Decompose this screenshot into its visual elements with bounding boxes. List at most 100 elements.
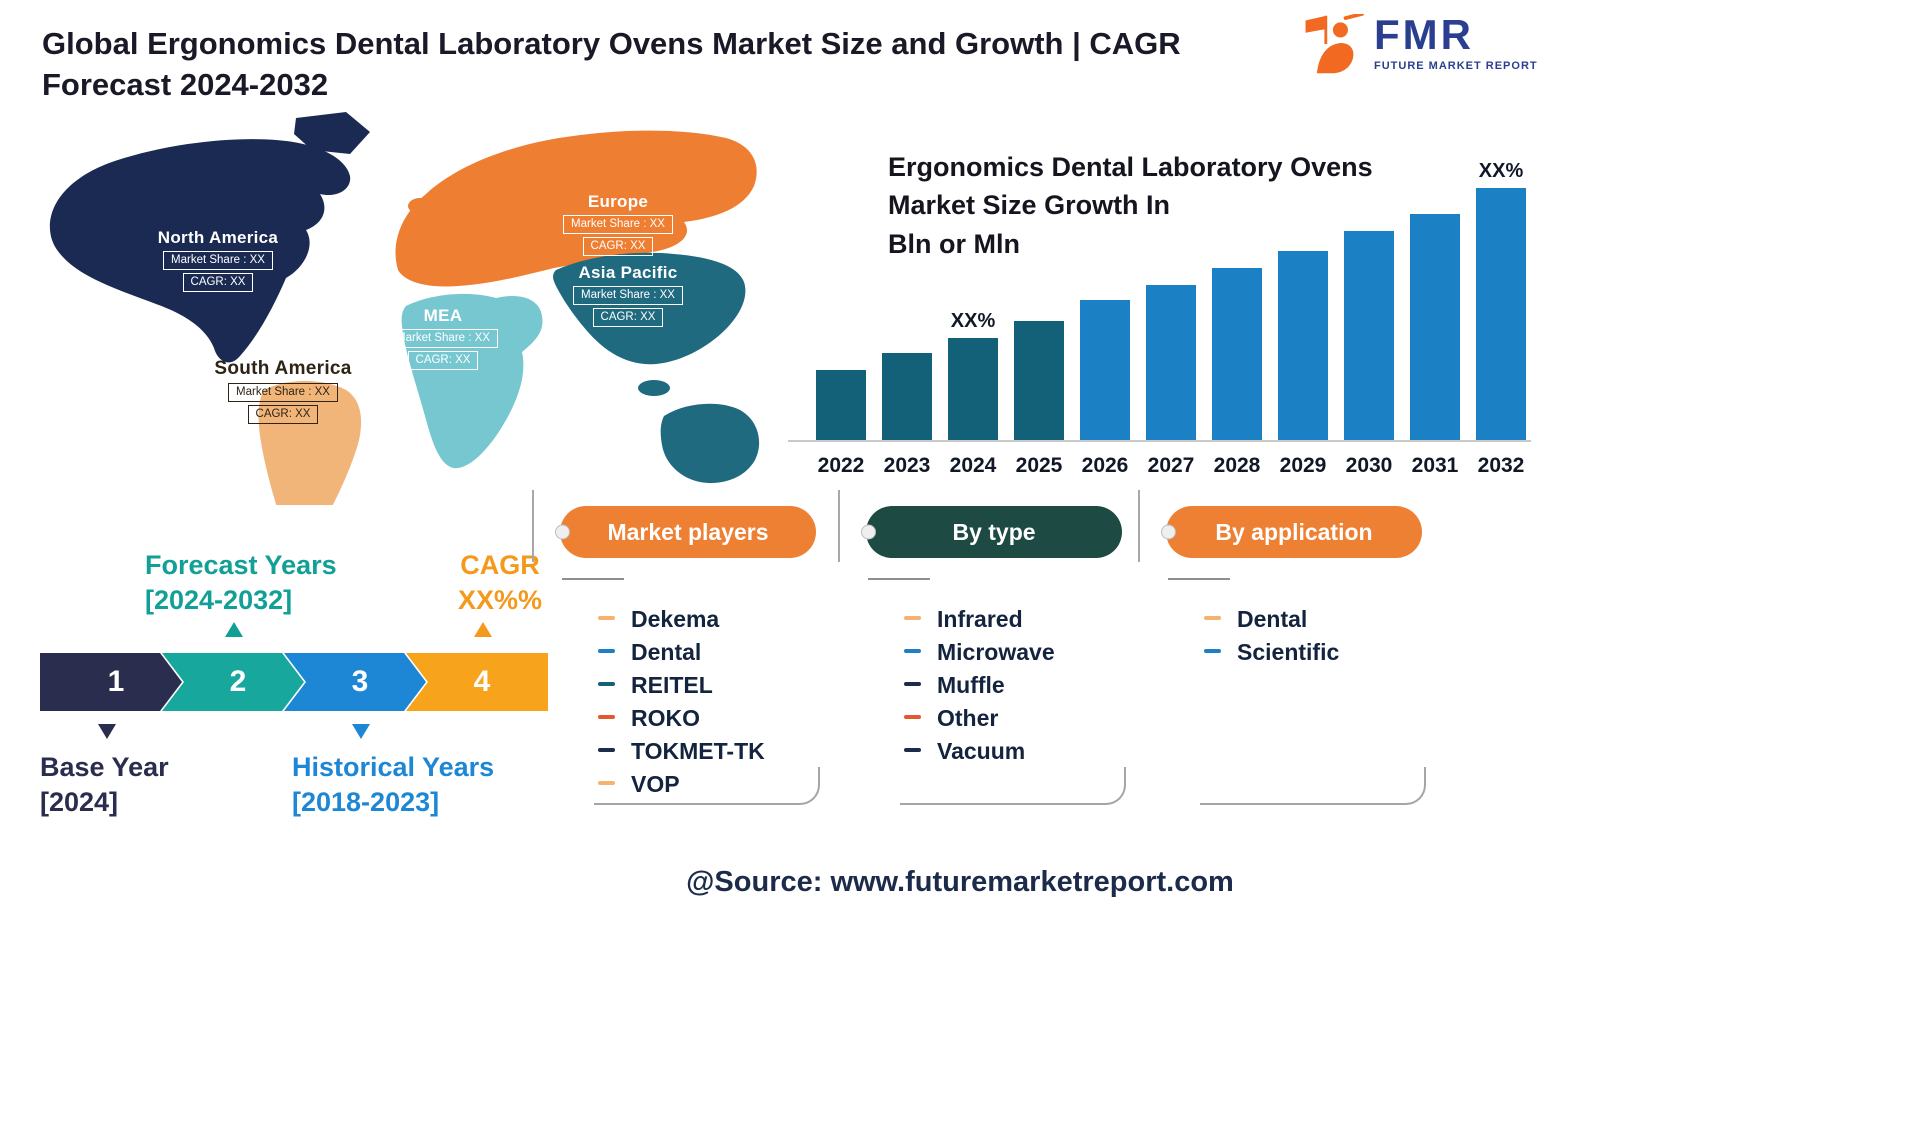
list-item-tick-icon <box>904 681 921 686</box>
market-size-bar-chart: Ergonomics Dental Laboratory Ovens Marke… <box>788 148 1533 488</box>
region-name: Asia Pacific <box>578 263 678 282</box>
by-application-list: Dental Scientific <box>1204 606 1339 666</box>
bar-2022 <box>816 342 866 440</box>
years-timeline: Forecast Years [2024-2032] CAGR XX%% 1 2… <box>40 548 600 848</box>
list-item-tick-icon <box>1204 648 1221 653</box>
list-item: Vacuum <box>904 738 1055 765</box>
region-cagr: CAGR: XX <box>582 237 654 256</box>
region-market-share: Market Share : XX <box>388 329 498 348</box>
bar-rect-2027 <box>1146 285 1196 440</box>
panel-by-type: By type Infrared Microwave Muffle Other Vacu… <box>838 490 1126 856</box>
list-item-tick-icon <box>598 615 615 620</box>
panel-stem-line <box>1168 578 1230 580</box>
timeline-segment-1: 1 <box>40 653 182 711</box>
panel-connector-line <box>838 490 840 562</box>
forecast-marker-icon <box>225 622 243 637</box>
page-title: Global Ergonomics Dental Laboratory Oven… <box>42 26 1181 102</box>
bar-2026 <box>1080 272 1130 440</box>
historical-years-callout: Historical Years [2018-2023] <box>292 752 495 817</box>
bar-label-2026: 2026 <box>1081 454 1129 477</box>
list-item: ROKO <box>598 705 765 732</box>
panel-bracket-line <box>900 767 1126 805</box>
bar-label-2022: 2022 <box>817 454 865 477</box>
region-name: South America <box>214 358 352 379</box>
historical-years-marker-icon <box>352 724 370 739</box>
bar-2027 <box>1146 257 1196 440</box>
list-item: REITEL <box>598 672 765 699</box>
market-players-list: Dekema Dental REITEL ROKO TOKMET-TK VOP <box>598 606 765 798</box>
source-attribution: @Source: www.futuremarketreport.com <box>686 866 1234 898</box>
bar-2030 <box>1344 203 1394 440</box>
bar-label-2024: 2024 <box>949 454 997 477</box>
world-map: North America Market Share : XX CAGR: XX… <box>28 110 828 505</box>
list-item-label: Dental <box>1237 606 1308 632</box>
map-label-europe: Europe Market Share : XX CAGR: XX <box>528 192 708 256</box>
bar-2025 <box>1014 293 1064 440</box>
bar-label-2025: 2025 <box>1015 454 1063 477</box>
panel-stem-line <box>562 578 624 580</box>
list-item-label: Dekema <box>631 606 720 632</box>
bar-label-2032: 2032 <box>1477 454 1525 477</box>
bar-rect-2025 <box>1014 321 1064 440</box>
timeline-segment-4: 4 <box>406 653 548 711</box>
map-region-greenland <box>294 112 370 154</box>
region-name: North America <box>157 228 279 247</box>
map-region-mea <box>401 293 543 469</box>
list-item-label: TOKMET-TK <box>631 738 765 764</box>
bar-label-2030: 2030 <box>1345 454 1393 477</box>
map-label-asia-pacific: Asia Pacific Market Share : XX CAGR: XX <box>533 263 723 327</box>
bar-label-2031: 2031 <box>1411 454 1459 477</box>
list-item: Muffle <box>904 672 1055 699</box>
region-name: MEA <box>423 306 463 325</box>
chart-title: Ergonomics Dental Laboratory Ovens Marke… <box>888 152 1373 259</box>
bar-rect-2030 <box>1344 231 1394 440</box>
panel-connector-line <box>532 490 534 562</box>
panel-stem-line <box>868 578 930 580</box>
map-region-north-america <box>49 139 351 363</box>
list-item-label: REITEL <box>631 672 713 698</box>
bar-label-2023: 2023 <box>883 454 931 477</box>
fmr-logo-figure-icon <box>1305 14 1364 74</box>
bar-2028 <box>1212 240 1262 440</box>
region-cagr: CAGR: XX <box>407 351 479 370</box>
panel-bracket-line <box>1200 767 1426 805</box>
map-label-north-america: North America Market Share : XX CAGR: XX <box>118 228 318 292</box>
panel-market-players: Market players Dekema Dental REITEL ROKO TOK… <box>532 490 820 856</box>
bar-2031 <box>1410 186 1460 440</box>
bar-label-2027: 2027 <box>1147 454 1195 477</box>
region-cagr: CAGR: XX <box>182 273 254 292</box>
region-market-share: Market Share : XX <box>228 383 338 402</box>
region-cagr: CAGR: XX <box>592 308 664 327</box>
list-item-label: Vacuum <box>937 738 1026 764</box>
timeline-segment-2: 2 <box>162 653 304 711</box>
map-region-europe <box>395 130 757 287</box>
map-region-sea-islands <box>638 380 670 396</box>
region-cagr: CAGR: XX <box>247 405 319 424</box>
region-name: Europe <box>587 192 649 211</box>
bar-rect-2028 <box>1212 268 1262 440</box>
timeline-segments: 1 2 3 4 <box>40 653 548 711</box>
panel-bracket-line <box>594 767 820 805</box>
map-label-mea: MEA Market Share : XX CAGR: XX <box>368 306 518 370</box>
list-item: TOKMET-TK <box>598 738 765 765</box>
region-market-share: Market Share : XX <box>163 251 273 270</box>
chart-x-axis-labels: 2022 2023 2024 2025 2026 2027 2028 2029 2030 2031… <box>788 454 1526 478</box>
fmr-logo-text: FMR FUTURE MARKET REPORT <box>1374 14 1538 73</box>
list-item-label: Muffle <box>937 672 1005 698</box>
list-item-tick-icon <box>598 747 615 752</box>
panel-header-by-type: By type <box>861 506 1122 558</box>
region-market-share: Market Share : XX <box>563 215 673 234</box>
list-item-label: Scientific <box>1237 639 1340 665</box>
list-item-label: Other <box>937 705 999 731</box>
list-item: Dekema <box>598 606 765 633</box>
region-market-share: Market Share : XX <box>573 286 683 305</box>
list-item-tick-icon <box>598 681 615 686</box>
bar-2023 <box>882 325 932 440</box>
cagr-marker-icon <box>474 622 492 637</box>
bar-2029 <box>1278 223 1328 440</box>
list-item-tick-icon <box>598 648 615 653</box>
list-item-label: VOP <box>631 771 680 797</box>
map-label-south-america: South America Market Share : XX CAGR: XX <box>178 358 388 424</box>
pill-dot-icon <box>861 524 876 540</box>
list-item: Scientific <box>1204 639 1339 666</box>
